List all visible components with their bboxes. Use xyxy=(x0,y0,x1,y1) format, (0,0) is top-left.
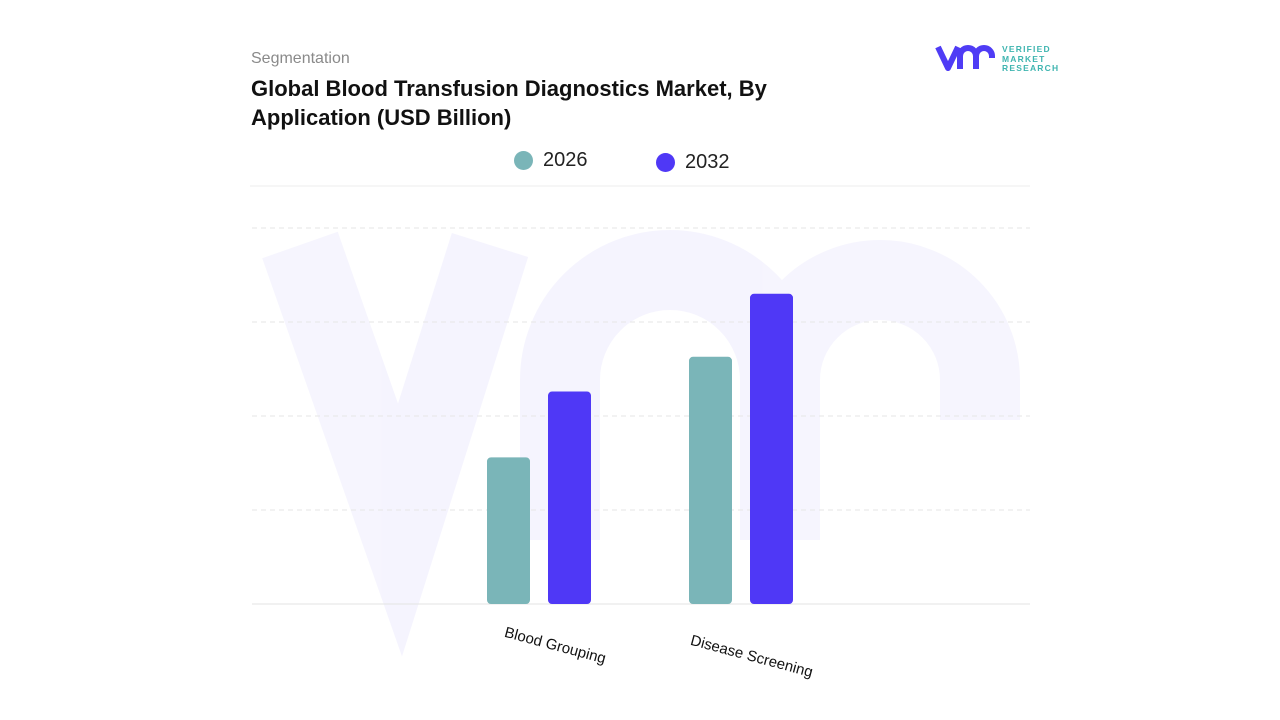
logo-text: VERIFIED MARKET RESEARCH xyxy=(1002,44,1060,74)
segment-label: Segmentation xyxy=(251,50,350,67)
bar-blood-grouping-2032[interactable] xyxy=(548,391,591,604)
chart-title: Global Blood Transfusion Diagnostics Mar… xyxy=(251,76,767,130)
legend-item-2032[interactable]: 2032 xyxy=(656,151,730,174)
logo-text-line: MARKET xyxy=(1002,53,1046,64)
logo-text-line: VERIFIED xyxy=(1002,44,1051,54)
legend-swatch-2026 xyxy=(514,151,533,170)
legend-label: 2032 xyxy=(685,151,730,173)
watermark xyxy=(262,230,1020,657)
legend-item-2026[interactable]: 2026 xyxy=(514,149,588,172)
bar-disease-screening-2032[interactable] xyxy=(750,293,793,604)
legend-label: 2026 xyxy=(543,149,588,171)
legend: 2026 2032 xyxy=(0,149,1280,173)
vmr-logo-icon xyxy=(935,45,995,71)
legend-swatch-2032 xyxy=(656,153,675,172)
logo-text-line: RESEARCH xyxy=(1002,63,1060,73)
bar-disease-screening-2026[interactable] xyxy=(689,356,732,604)
bar-blood-grouping-2026[interactable] xyxy=(487,457,530,604)
